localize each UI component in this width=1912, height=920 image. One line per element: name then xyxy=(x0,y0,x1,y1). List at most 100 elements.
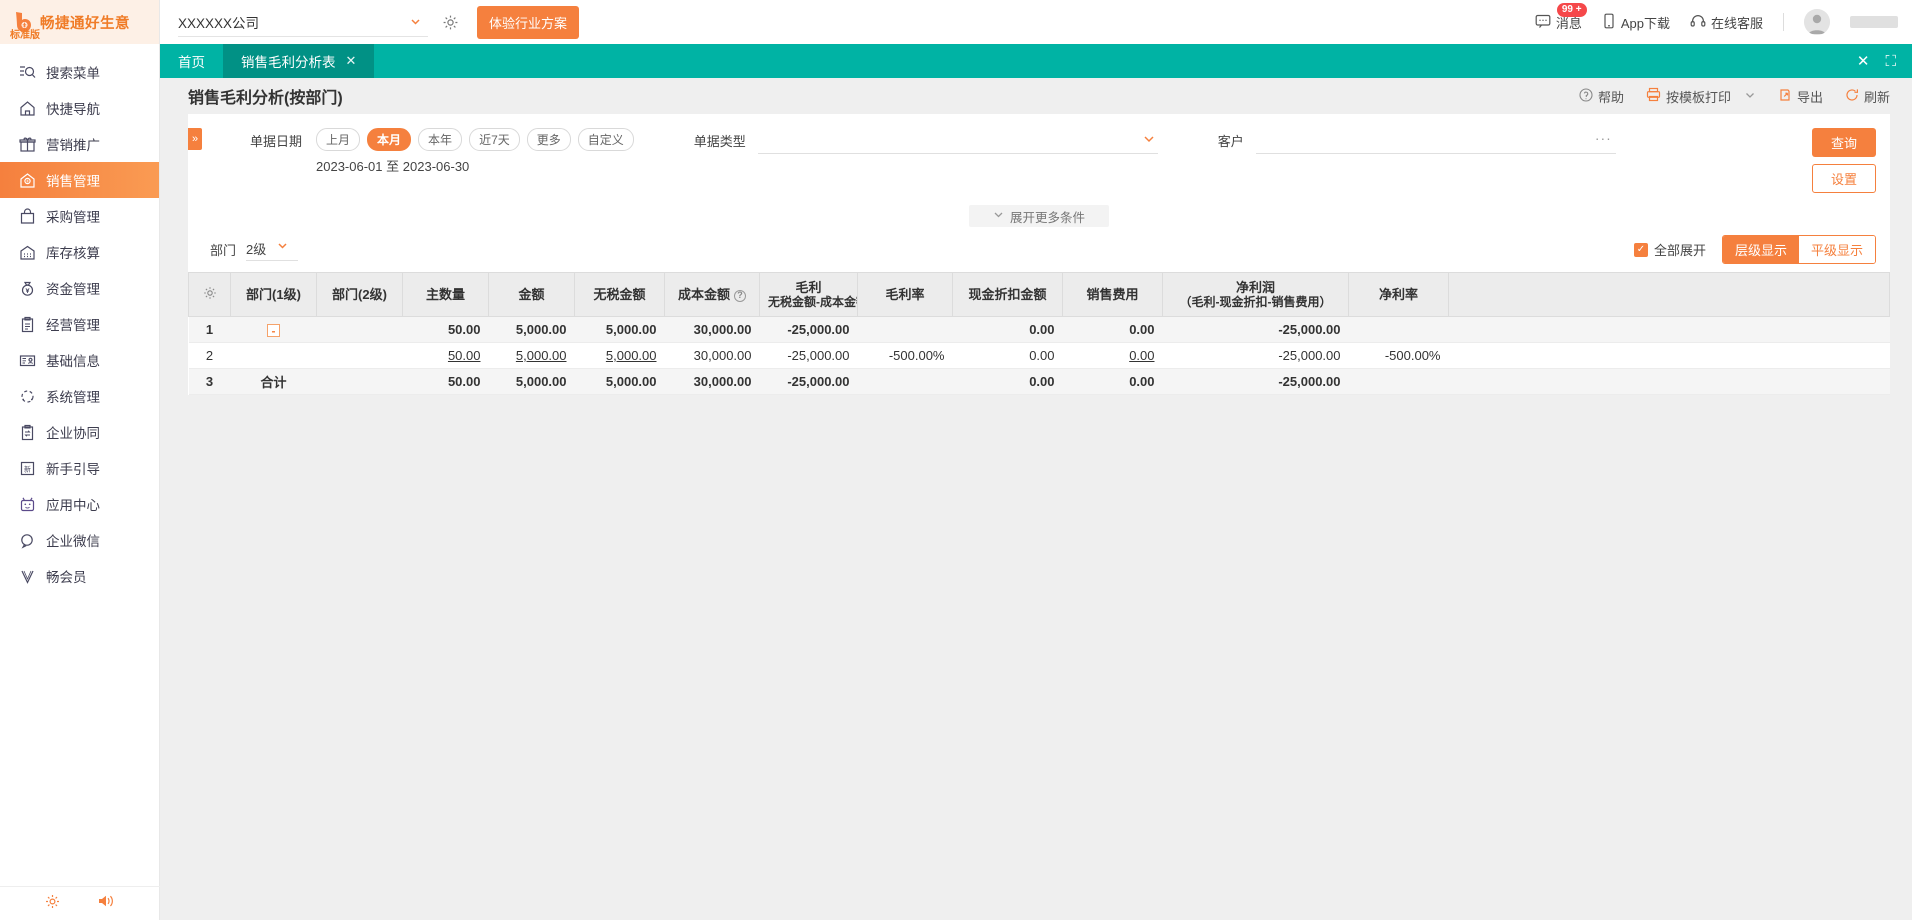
sidebar-item-marketing[interactable]: 营销推广 xyxy=(0,126,159,162)
date-range-from: 2023-06-01 xyxy=(316,159,383,174)
tab-sales-gross-profit-report[interactable]: 销售毛利分析表 ✕ xyxy=(223,44,375,78)
row-amount-ex-tax[interactable]: 5,000.00 xyxy=(574,342,665,369)
table-row[interactable]: 2 50.00 5,000.00 5,000.00 30,000.00 -25,… xyxy=(188,342,1890,369)
ellipsis-icon[interactable]: ··· xyxy=(1594,130,1612,146)
sidebar-item-label: 畅会员 xyxy=(46,570,87,585)
row-dept1 xyxy=(230,342,317,369)
column-header-cost[interactable]: 成本金额? xyxy=(664,272,760,317)
row-amount-ex-tax-link[interactable]: 5,000.00 xyxy=(605,348,657,363)
column-header-dept1[interactable]: 部门(1级) xyxy=(230,272,317,317)
column-header-amount[interactable]: 金额 xyxy=(488,272,575,317)
customer-select[interactable]: ··· xyxy=(1255,128,1616,154)
question-circle-icon[interactable]: ? xyxy=(734,289,746,302)
query-button[interactable]: 查询 xyxy=(1811,128,1876,157)
help-button[interactable]: 帮助 xyxy=(1579,87,1624,106)
row-sales-expense[interactable]: 0.00 xyxy=(1062,342,1163,369)
money-bag-icon xyxy=(18,279,36,297)
date-chip-custom[interactable]: 自定义 xyxy=(577,128,634,151)
date-range-display[interactable]: 2023-06-01 至 2023-06-30 xyxy=(316,156,634,175)
row-qty[interactable]: 50.00 xyxy=(402,342,489,369)
chevron-down-icon[interactable] xyxy=(1744,89,1756,104)
date-chip-last-month[interactable]: 上月 xyxy=(316,128,361,151)
date-filter-label: 单据日期 xyxy=(250,134,303,149)
refresh-button[interactable]: 刷新 xyxy=(1845,87,1890,106)
messages-entry[interactable]: 消息 99 + xyxy=(1535,2,1587,32)
sidebar-item-guide[interactable]: 新 新手引导 xyxy=(0,450,159,486)
column-header-net-rate[interactable]: 净利率 xyxy=(1348,272,1449,317)
column-header-gross-label: 毛利 xyxy=(795,279,822,295)
trial-solution-button[interactable]: 体验行业方案 xyxy=(477,5,580,39)
app-download-entry[interactable]: App下载 xyxy=(1602,13,1670,32)
row-sales-expense-link[interactable]: 0.00 xyxy=(1129,348,1155,363)
user-name[interactable] xyxy=(1850,16,1898,28)
view-mode-hierarchy[interactable]: 层级显示 xyxy=(1722,236,1799,263)
company-selector[interactable]: XXXXXX公司 xyxy=(178,7,428,37)
content-area: 销售毛利分析(按部门) 帮助 xyxy=(160,78,1912,920)
row-amount[interactable]: 5,000.00 xyxy=(488,342,575,369)
sidebar-item-app-center[interactable]: 应用中心 xyxy=(0,486,159,522)
avatar[interactable] xyxy=(1804,9,1830,35)
row-filler xyxy=(1448,316,1890,343)
fullscreen-icon[interactable]: ⛶ xyxy=(1885,52,1896,70)
column-header-qty[interactable]: 主数量 xyxy=(402,272,489,317)
online-support-entry[interactable]: 在线客服 xyxy=(1690,13,1763,32)
column-header-gross[interactable]: 毛利 无税金额-成本金额 xyxy=(759,272,858,317)
sidebar-item-quick-nav[interactable]: 快捷导航 xyxy=(0,90,159,126)
tab-home[interactable]: 首页 xyxy=(160,44,223,78)
column-header-cash-discount[interactable]: 现金折扣金额 xyxy=(952,272,1063,317)
dimension-level-select[interactable]: 2级 xyxy=(246,239,299,261)
row-filler xyxy=(1448,342,1890,369)
settings-button[interactable]: 设置 xyxy=(1811,164,1876,193)
expand-all-label: 全部展开 xyxy=(1653,243,1706,258)
sidebar-item-sales[interactable]: 销售管理 xyxy=(0,162,159,198)
print-template-button[interactable]: 按模板打印 xyxy=(1646,87,1756,106)
sidebar-item-vip[interactable]: 畅会员 xyxy=(0,558,159,594)
doc-type-select[interactable] xyxy=(757,128,1158,154)
date-chip-group: 上月 本月 本年 近7天 更多 自定义 2023-06-01 至 xyxy=(316,128,634,193)
row-amount-link[interactable]: 5,000.00 xyxy=(515,348,567,363)
sidebar-item-wechat-work[interactable]: 企业微信 xyxy=(0,522,159,558)
column-settings-header[interactable] xyxy=(188,272,231,317)
table-row[interactable]: 1 - 50.00 5,000.00 5,000.00 30,000.00 -2… xyxy=(188,316,1890,343)
purchase-bag-icon xyxy=(18,207,36,225)
row-qty-link[interactable]: 50.00 xyxy=(447,348,481,363)
row-amount-ex-tax: 5,000.00 xyxy=(574,368,665,395)
volume-icon[interactable] xyxy=(98,894,115,913)
filter-collapse-handle[interactable]: » xyxy=(188,128,202,150)
gear-icon[interactable] xyxy=(442,14,459,31)
expand-more-conditions[interactable]: 展开更多条件 xyxy=(969,205,1109,227)
row-dept1[interactable]: - xyxy=(230,316,317,343)
expand-all-checkbox[interactable]: ✓ 全部展开 xyxy=(1633,240,1706,259)
close-icon[interactable]: ✕ xyxy=(345,53,357,68)
row-net-profit: -25,000.00 xyxy=(1162,316,1349,343)
sidebar-item-collaboration[interactable]: 企业协同 xyxy=(0,414,159,450)
column-header-gross-rate[interactable]: 毛利率 xyxy=(857,272,953,317)
sidebar-item-system[interactable]: 系统管理 xyxy=(0,378,159,414)
date-chip-this-year[interactable]: 本年 xyxy=(418,128,463,151)
date-chip-more[interactable]: 更多 xyxy=(526,128,571,151)
sidebar-item-funds[interactable]: 资金管理 xyxy=(0,270,159,306)
gear-icon[interactable] xyxy=(45,894,60,914)
sidebar-item-operations[interactable]: 经营管理 xyxy=(0,306,159,342)
column-header-amount-ex-tax[interactable]: 无税金额 xyxy=(574,272,665,317)
sidebar-item-search-menu[interactable]: 搜索菜单 xyxy=(0,54,159,90)
gear-icon[interactable] xyxy=(203,287,217,303)
refresh-icon xyxy=(1845,88,1859,105)
date-chip-last-7-days[interactable]: 近7天 xyxy=(469,128,520,151)
export-button[interactable]: 导出 xyxy=(1778,87,1823,106)
sidebar-item-inventory[interactable]: 库存核算 xyxy=(0,234,159,270)
table-row[interactable]: 3 合计 50.00 5,000.00 5,000.00 30,000.00 -… xyxy=(188,368,1890,395)
sidebar-item-basic-info[interactable]: 基础信息 xyxy=(0,342,159,378)
column-header-dept2[interactable]: 部门(2级) xyxy=(316,272,403,317)
sidebar-item-label: 基础信息 xyxy=(46,354,100,369)
view-mode-flat[interactable]: 平级显示 xyxy=(1798,236,1875,263)
row-collapse-toggle[interactable]: - xyxy=(267,324,280,338)
close-all-icon[interactable]: ✕ xyxy=(1856,52,1870,70)
sidebar-item-label: 销售管理 xyxy=(46,174,100,189)
date-chip-this-month[interactable]: 本月 xyxy=(367,128,412,151)
expand-more-label: 展开更多条件 xyxy=(1009,210,1085,225)
column-header-net-profit[interactable]: 净利润 （毛利-现金折扣-销售费用） xyxy=(1162,272,1349,317)
sidebar-item-purchase[interactable]: 采购管理 xyxy=(0,198,159,234)
column-header-sales-expense[interactable]: 销售费用 xyxy=(1062,272,1163,317)
warehouse-icon xyxy=(18,243,36,261)
